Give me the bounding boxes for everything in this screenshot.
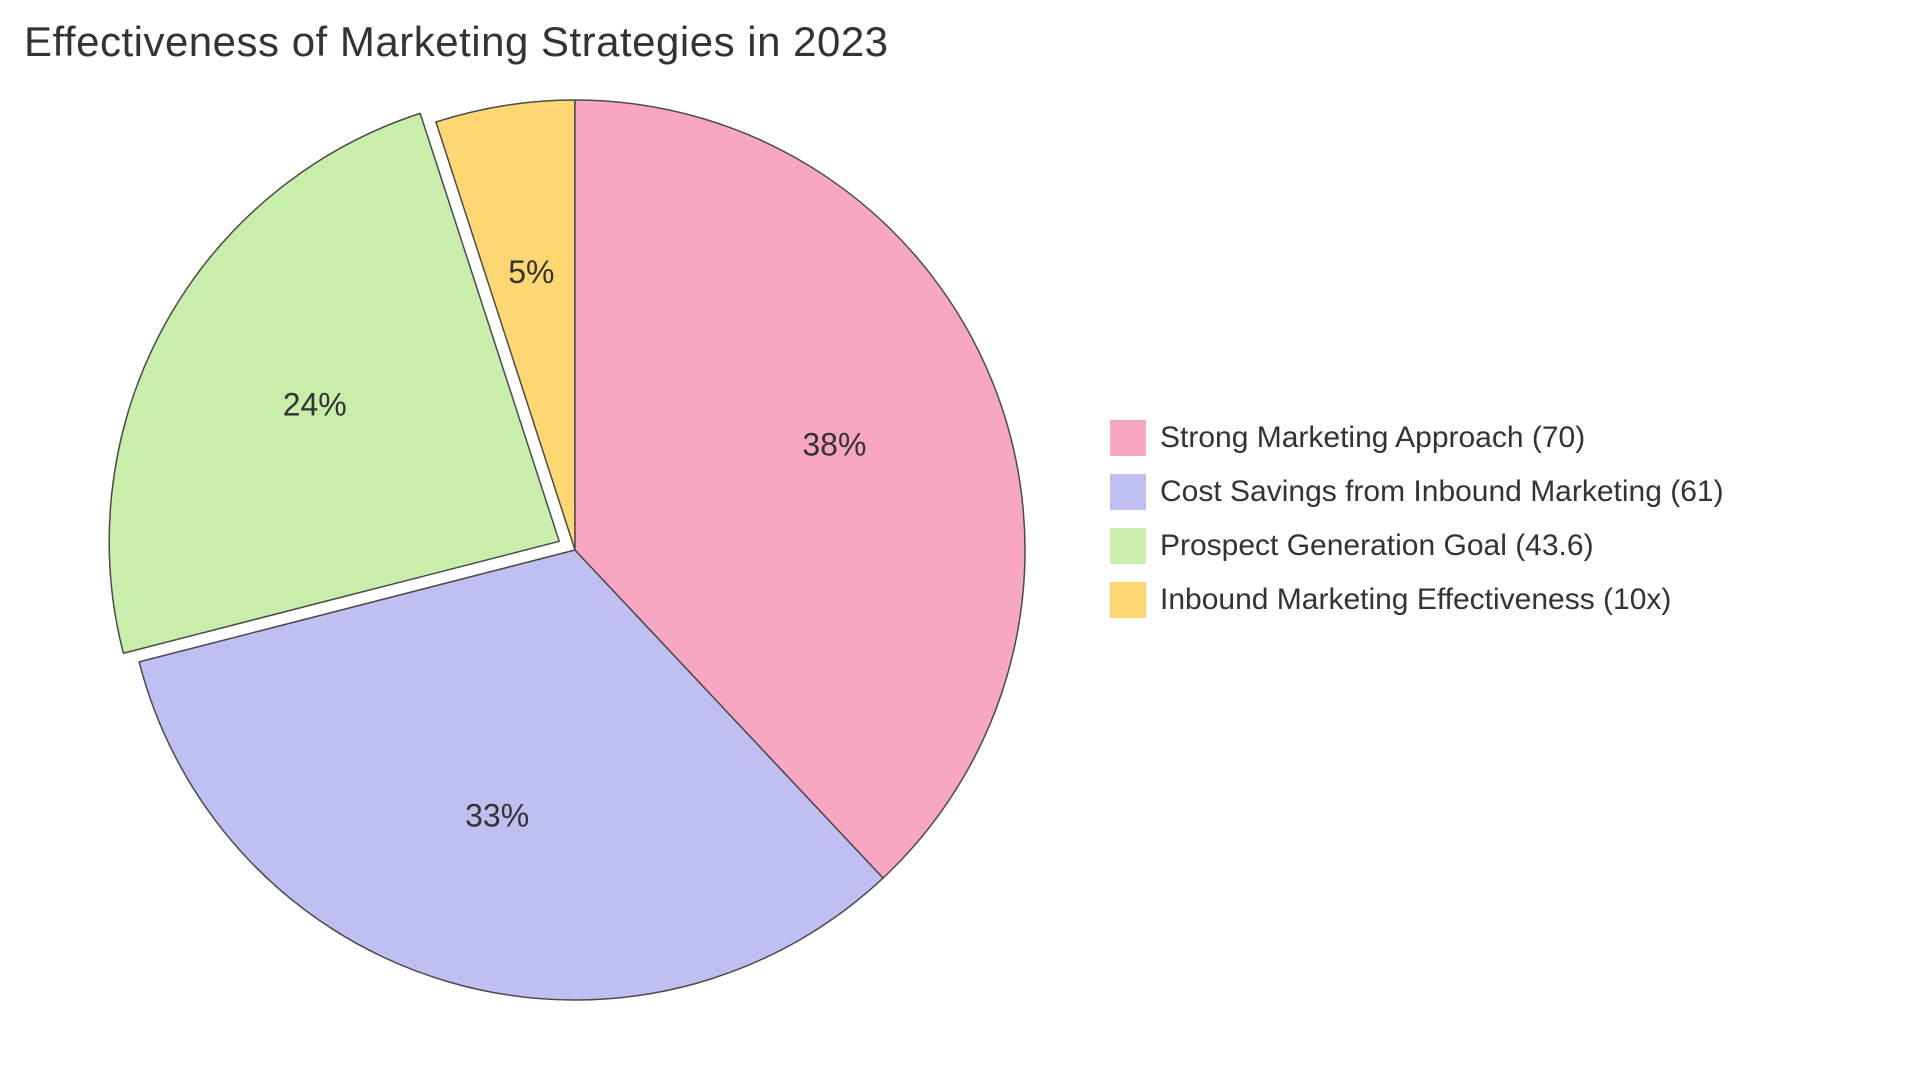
legend-swatch [1110, 420, 1146, 456]
legend-label: Prospect Generation Goal (43.6) [1160, 529, 1594, 563]
legend: Strong Marketing Approach (70) Cost Savin… [1110, 420, 1724, 618]
legend-item: Strong Marketing Approach (70) [1110, 420, 1724, 456]
slice-percent-label: 5% [508, 254, 554, 290]
pie-chart: 5% 24% 33% 38% [80, 90, 1070, 1050]
legend-item: Cost Savings from Inbound Marketing (61) [1110, 474, 1724, 510]
legend-item: Prospect Generation Goal (43.6) [1110, 528, 1724, 564]
slice-percent-label: 33% [465, 797, 529, 833]
legend-label: Inbound Marketing Effectiveness (10x) [1160, 583, 1671, 617]
slice-percent-label: 38% [802, 427, 866, 463]
slice-percent-label: 24% [283, 386, 347, 422]
legend-item: Inbound Marketing Effectiveness (10x) [1110, 582, 1724, 618]
legend-swatch [1110, 474, 1146, 510]
legend-swatch [1110, 528, 1146, 564]
legend-label: Strong Marketing Approach (70) [1160, 421, 1585, 455]
legend-label: Cost Savings from Inbound Marketing (61) [1160, 475, 1724, 509]
legend-swatch [1110, 582, 1146, 618]
chart-title: Effectiveness of Marketing Strategies in… [24, 18, 889, 66]
